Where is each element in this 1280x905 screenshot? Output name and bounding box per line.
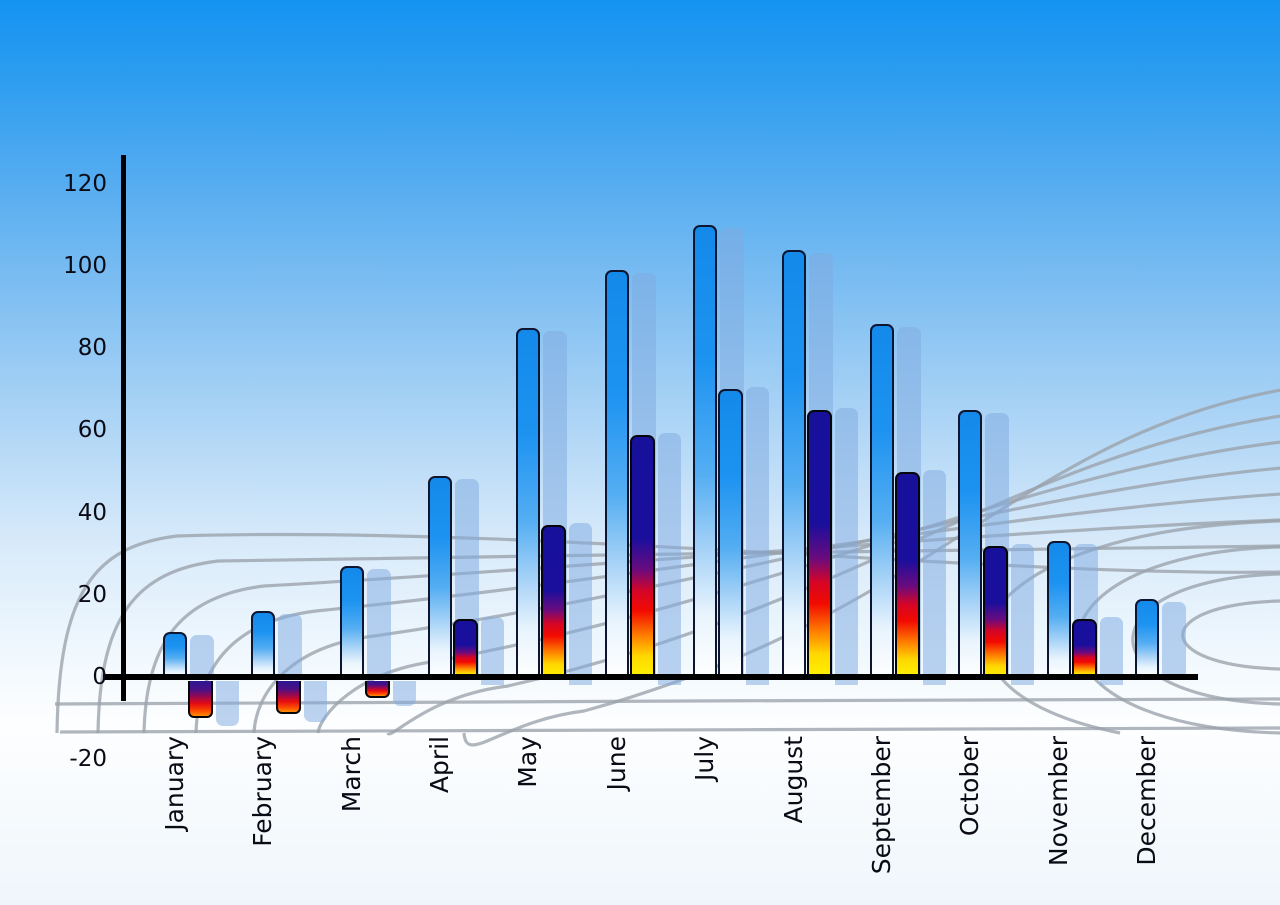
bar-june-secondary bbox=[629, 434, 655, 678]
bar-shadow-march-primary bbox=[366, 569, 391, 680]
y-tick-label-120: 120 bbox=[63, 170, 107, 197]
x-axis-label-may: May bbox=[513, 736, 543, 788]
bar-july-secondary bbox=[718, 389, 744, 678]
bar-may-primary bbox=[516, 327, 541, 678]
bar-shadow-january-primary bbox=[190, 634, 214, 680]
bar-november-secondary bbox=[1071, 619, 1097, 678]
bar-shadow-february-primary bbox=[278, 614, 303, 680]
y-tick-label--20: -20 bbox=[69, 746, 107, 773]
x-axis-label-november: November bbox=[1043, 736, 1073, 867]
x-axis-label-december: December bbox=[1131, 736, 1161, 866]
x-axis-label-march: March bbox=[336, 736, 366, 813]
bar-march-primary bbox=[339, 566, 364, 678]
x-axis-label-july: July bbox=[690, 736, 720, 781]
bar-april-secondary bbox=[453, 619, 479, 678]
bar-september-primary bbox=[869, 323, 894, 678]
bar-shadow-march-secondary bbox=[392, 681, 416, 706]
x-axis-label-august: August bbox=[778, 736, 808, 824]
bar-february-primary bbox=[251, 611, 276, 678]
bar-shadow-may-secondary bbox=[569, 522, 593, 685]
bar-october-secondary bbox=[983, 545, 1009, 678]
bar-shadow-june-secondary bbox=[657, 432, 681, 685]
bar-shadow-december-primary bbox=[1161, 601, 1186, 680]
x-axis-label-october: October bbox=[955, 736, 985, 837]
x-axis-label-june: June bbox=[601, 736, 631, 791]
y-tick-label-100: 100 bbox=[63, 253, 107, 280]
y-tick-label-80: 80 bbox=[77, 335, 107, 362]
bar-september-secondary bbox=[894, 471, 920, 678]
y-tick-label-40: 40 bbox=[77, 499, 107, 526]
bar-august-primary bbox=[781, 249, 806, 678]
bar-shadow-february-secondary bbox=[304, 681, 328, 722]
bar-august-secondary bbox=[806, 409, 832, 678]
bar-october-primary bbox=[958, 409, 983, 678]
y-tick-label-60: 60 bbox=[77, 417, 107, 444]
bar-shadow-october-secondary bbox=[1011, 543, 1035, 685]
y-tick-label-20: 20 bbox=[77, 581, 107, 608]
bar-shadow-january-secondary bbox=[216, 681, 239, 727]
y-axis-line bbox=[121, 155, 126, 701]
x-axis-label-september: September bbox=[866, 736, 896, 875]
bar-may-secondary bbox=[541, 524, 567, 678]
bar-shadow-july-secondary bbox=[746, 387, 770, 685]
bar-february-secondary bbox=[276, 681, 302, 714]
bar-shadow-september-secondary bbox=[922, 469, 946, 685]
bar-shadow-august-secondary bbox=[834, 407, 858, 685]
bar-march-secondary bbox=[364, 681, 390, 698]
bar-june-primary bbox=[604, 270, 629, 678]
y-tick-label-0: 0 bbox=[92, 664, 107, 690]
bar-december-primary bbox=[1134, 598, 1159, 678]
bar-shadow-november-secondary bbox=[1099, 617, 1123, 685]
x-axis-label-february: February bbox=[248, 736, 278, 847]
bar-january-primary bbox=[163, 631, 187, 678]
bar-november-primary bbox=[1046, 541, 1071, 678]
bar-january-secondary bbox=[188, 681, 213, 719]
x-axis-line bbox=[103, 674, 1198, 680]
bar-april-primary bbox=[428, 475, 453, 678]
bar-july-primary bbox=[693, 225, 718, 678]
x-axis-label-january: January bbox=[160, 736, 189, 831]
x-axis-label-april: April bbox=[425, 736, 455, 794]
bar-shadow-april-secondary bbox=[481, 617, 505, 685]
